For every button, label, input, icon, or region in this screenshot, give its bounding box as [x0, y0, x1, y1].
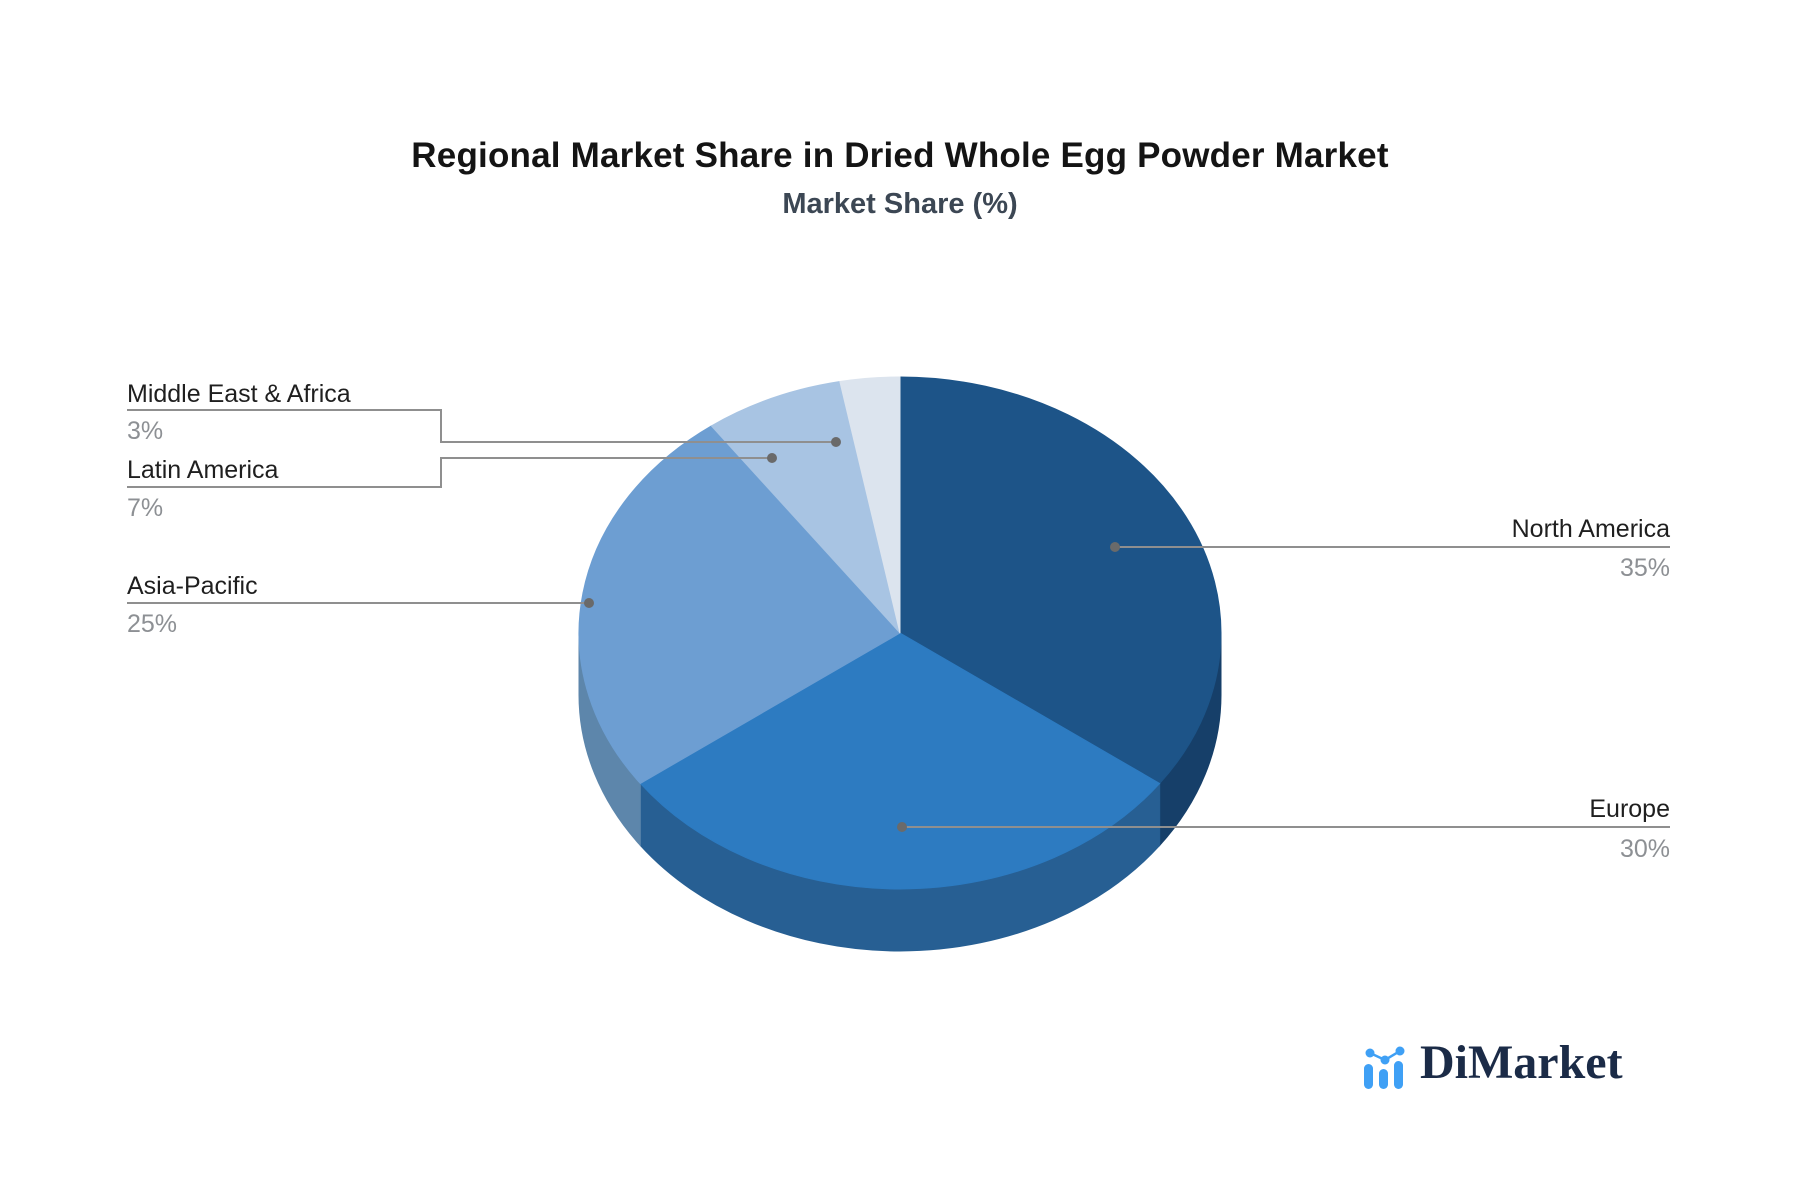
- callout-line-latin-america: [127, 486, 442, 488]
- callout-line-north-america: [1115, 546, 1670, 548]
- pie-slice-middle-east-africa[interactable]: [839, 376, 901, 634]
- logo: DiMarket: [1360, 1036, 1623, 1090]
- logo-text: DiMarket: [1420, 1036, 1623, 1089]
- pie-slice-north-america[interactable]: [899, 376, 1222, 785]
- callout-value-latin-america: 7%: [127, 494, 164, 522]
- callout-label-latin-america: Latin America: [127, 456, 279, 484]
- callout-line-europe: [902, 826, 1670, 828]
- callout-label-asia-pacific: Asia-Pacific: [127, 572, 258, 600]
- callout-label-europe: Europe: [1589, 795, 1670, 823]
- callout-dot-north-america: [1110, 542, 1120, 552]
- callout-line-middle-east-africa: [440, 441, 836, 443]
- callout-value-north-america: 35%: [1619, 554, 1670, 582]
- callout-line-latin-america: [440, 457, 772, 459]
- callout-value-asia-pacific: 25%: [127, 610, 178, 638]
- callout-dot-europe: [897, 822, 907, 832]
- callout-dot-asia-pacific: [584, 598, 594, 608]
- chart-title: Regional Market Share in Dried Whole Egg…: [411, 136, 1389, 175]
- callout-value-middle-east-africa: 3%: [127, 417, 164, 445]
- pie-slice-latin-america[interactable]: [710, 380, 901, 634]
- callout-dot-middle-east-africa: [831, 437, 841, 447]
- callout-dot-latin-america: [767, 453, 777, 463]
- bar-sparkline-icon: [1364, 1046, 1405, 1089]
- callout-line-latin-america: [440, 457, 442, 488]
- callout-line-middle-east-africa: [127, 409, 442, 411]
- chart-subtitle: Market Share (%): [782, 188, 1018, 220]
- callout-value-europe: 30%: [1619, 835, 1670, 863]
- pie-slice-europe[interactable]: [639, 632, 1161, 890]
- callout-label-middle-east-africa: Middle East & Africa: [127, 380, 351, 408]
- callout-line-asia-pacific: [127, 602, 589, 604]
- callout-line-middle-east-africa: [440, 409, 442, 443]
- callout-label-north-america: North America: [1511, 515, 1670, 543]
- pie-slice-asia-pacific[interactable]: [578, 425, 901, 785]
